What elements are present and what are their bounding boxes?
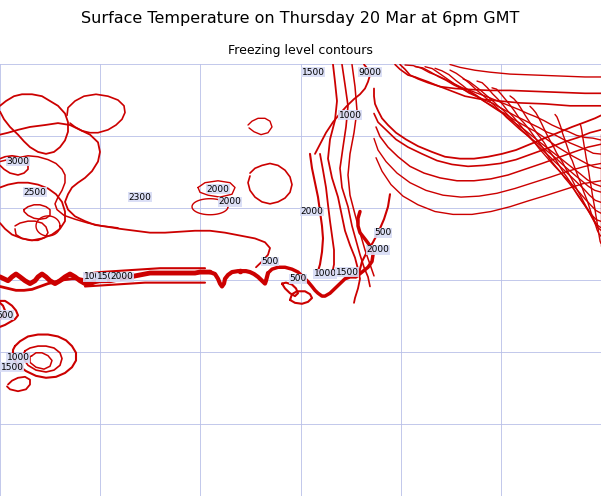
Text: 2300: 2300 [129, 192, 151, 201]
Text: Surface Temperature on Thursday 20 Mar at 6pm GMT: Surface Temperature on Thursday 20 Mar a… [81, 10, 520, 26]
Text: 2000: 2000 [367, 246, 389, 254]
Text: 500: 500 [374, 228, 392, 237]
Text: 1500: 1500 [302, 67, 325, 77]
Text: 1500: 1500 [1, 363, 23, 372]
Text: 2500: 2500 [23, 188, 46, 197]
Text: 1000: 1000 [338, 111, 361, 120]
Text: 2000: 2000 [207, 185, 230, 194]
Text: 1500: 1500 [335, 267, 359, 277]
Text: 1000: 1000 [7, 353, 29, 362]
Text: 2000: 2000 [219, 197, 242, 206]
Text: 1000: 1000 [84, 272, 106, 281]
Text: 500: 500 [289, 274, 307, 283]
Text: 1500: 1500 [97, 272, 120, 281]
Text: 2000: 2000 [300, 207, 323, 216]
Text: Freezing level contours: Freezing level contours [228, 44, 373, 57]
Text: 500: 500 [261, 257, 279, 266]
Text: 1000: 1000 [314, 269, 337, 278]
Text: 3000: 3000 [7, 157, 29, 166]
Text: 2000: 2000 [111, 272, 133, 281]
Text: 9000: 9000 [359, 67, 382, 77]
Text: 500: 500 [0, 311, 14, 320]
